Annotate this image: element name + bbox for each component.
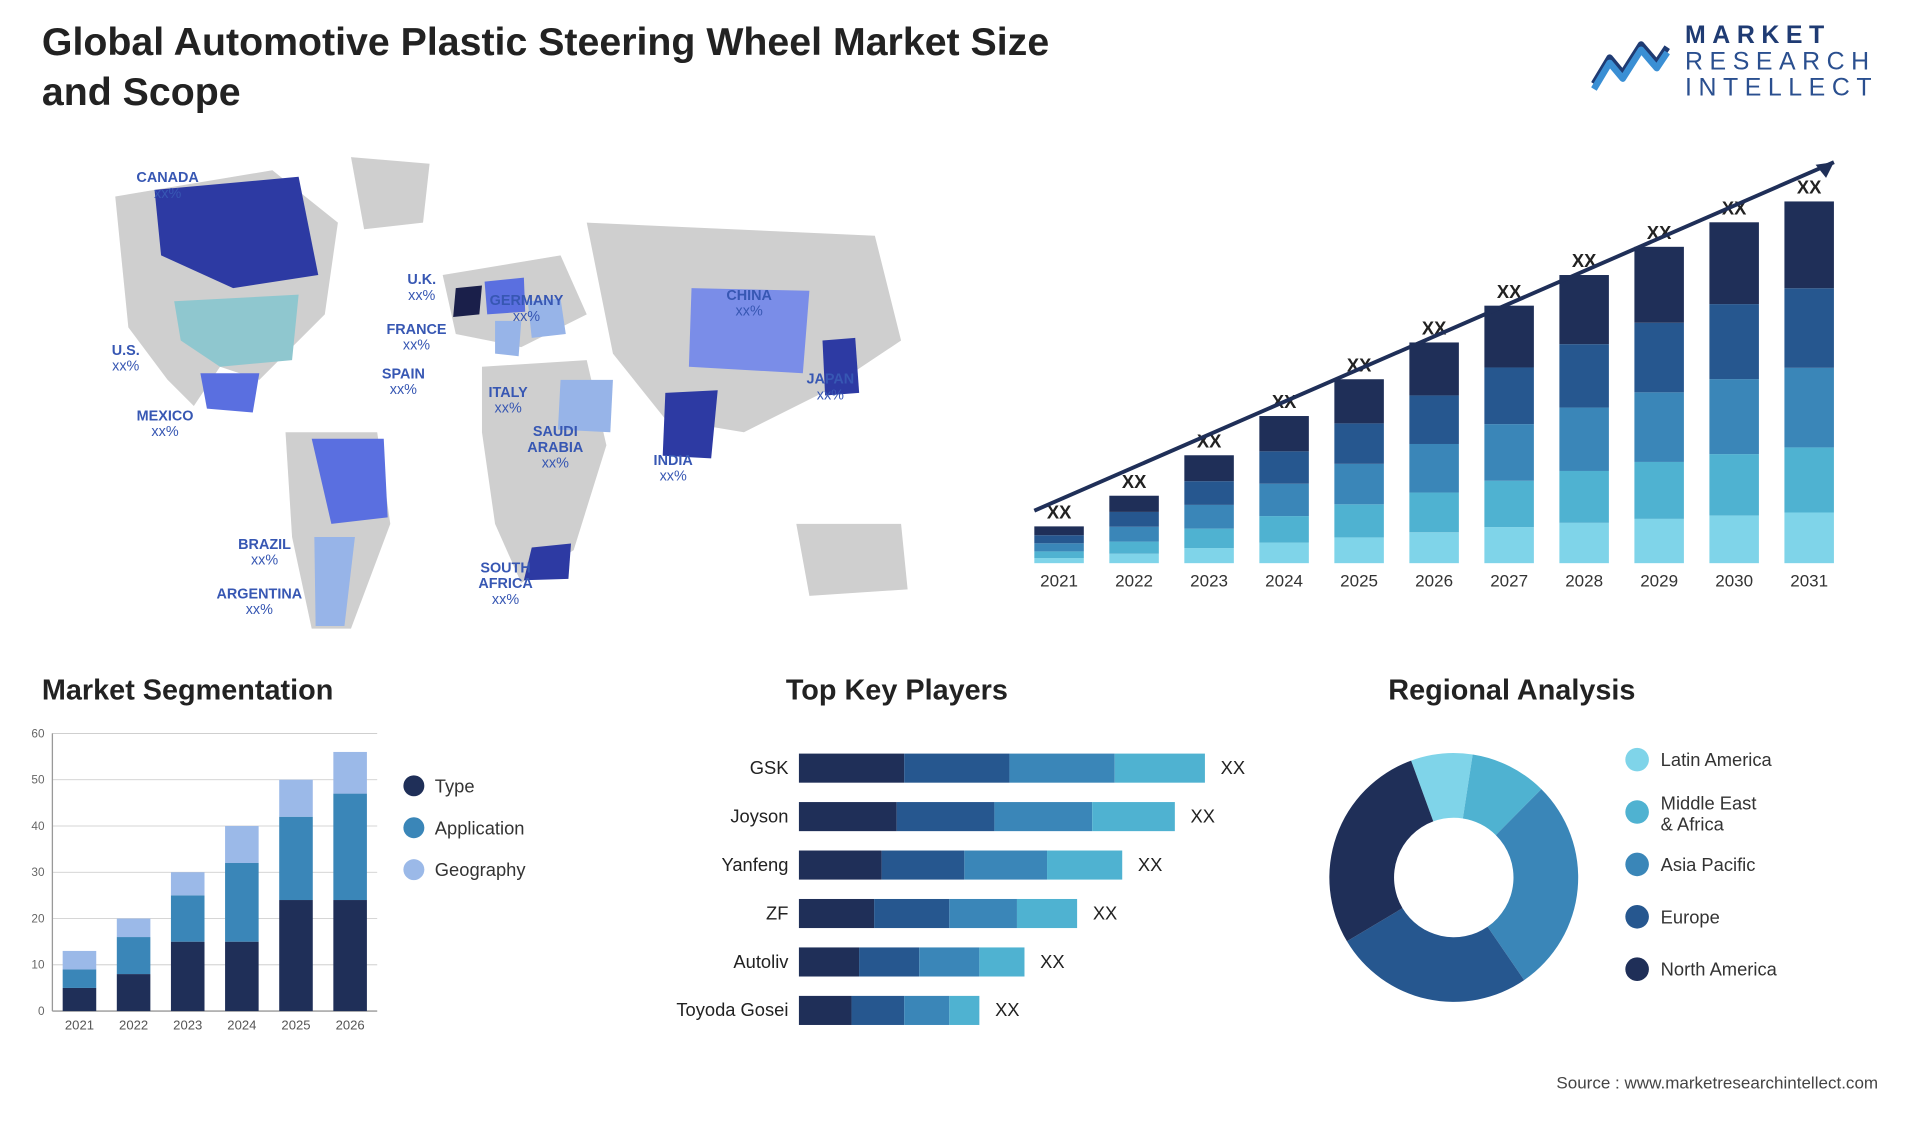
page-root: Global Automotive Plastic Steering Wheel… (0, 0, 1920, 1098)
map-label: ARGENTINAxx% (207, 587, 312, 619)
svg-text:2030: 2030 (1715, 572, 1753, 591)
svg-text:2022: 2022 (1115, 572, 1153, 591)
segmentation-panel: 0 10 20 30 40 50 60 2021 2022 2023 2024 2025 2026 Typ… (10, 720, 586, 1047)
svg-text:XX: XX (1221, 757, 1245, 778)
svg-text:50: 50 (31, 774, 45, 787)
logo-text: MARKET RESEARCH INTELLECT (1685, 24, 1878, 102)
svg-text:XX: XX (1093, 902, 1117, 923)
svg-text:Middle East: Middle East (1661, 792, 1757, 813)
map-label: SAUDIARABIAxx% (503, 424, 608, 472)
svg-text:2026: 2026 (1415, 572, 1453, 591)
map-label: BRAZILxx% (212, 537, 317, 569)
brand-logo: MARKET RESEARCH INTELLECT (1591, 24, 1878, 102)
map-label: SOUTHAFRICAxx% (453, 561, 558, 609)
segmentation-title: Market Segmentation (42, 673, 333, 707)
map-label: CANADAxx% (115, 170, 220, 202)
svg-text:40: 40 (31, 820, 45, 833)
regional-svg: Latin America Middle East& Africa Asia Pac… (1310, 720, 1912, 1034)
regional-panel: Latin America Middle East& Africa Asia Pac… (1310, 720, 1912, 1034)
map-label: ITALYxx% (456, 385, 561, 417)
page-title: Global Automotive Plastic Steering Wheel… (42, 18, 1064, 116)
svg-text:ZF: ZF (766, 902, 788, 923)
svg-text:Joyson: Joyson (730, 805, 788, 826)
svg-text:2025: 2025 (281, 1017, 310, 1032)
svg-text:Europe: Europe (1661, 906, 1720, 927)
svg-text:Autoliv: Autoliv (733, 951, 789, 972)
svg-text:2025: 2025 (1340, 572, 1378, 591)
svg-text:Asia Pacific: Asia Pacific (1661, 854, 1756, 875)
logo-line3: INTELLECT (1685, 76, 1878, 102)
keyplayers-title: Top Key Players (786, 673, 1008, 707)
regional-title: Regional Analysis (1388, 673, 1635, 707)
svg-text:30: 30 (31, 866, 45, 879)
map-label: U.S.xx% (73, 343, 178, 375)
svg-text:2028: 2028 (1565, 572, 1603, 591)
svg-text:XX: XX (1122, 471, 1147, 492)
keyplayers-svg: GSK XX Joyson XX Yanfeng XX ZF XX Autoliv XX Toyod… (655, 733, 1284, 1034)
map-label: JAPANxx% (778, 372, 883, 404)
svg-text:2023: 2023 (1190, 572, 1228, 591)
svg-text:North America: North America (1661, 959, 1778, 980)
svg-text:2022: 2022 (119, 1017, 148, 1032)
svg-text:Type: Type (435, 775, 475, 796)
svg-text:2026: 2026 (336, 1017, 365, 1032)
svg-text:2031: 2031 (1790, 572, 1828, 591)
svg-text:2029: 2029 (1640, 572, 1678, 591)
svg-text:20: 20 (31, 912, 45, 925)
logo-line2: RESEARCH (1685, 50, 1878, 76)
main-bar-chart: XX2021XX2022XX2023XX2024XX2025XX2026XX20… (995, 144, 1859, 615)
svg-text:2023: 2023 (173, 1017, 202, 1032)
svg-text:2021: 2021 (1040, 572, 1078, 591)
svg-text:XX: XX (1138, 854, 1162, 875)
svg-text:XX: XX (1797, 177, 1822, 198)
svg-text:& Africa: & Africa (1661, 813, 1725, 834)
svg-text:Toyoda Gosei: Toyoda Gosei (676, 999, 788, 1020)
svg-text:GSK: GSK (750, 757, 789, 778)
svg-text:Application: Application (435, 817, 525, 838)
svg-text:2024: 2024 (227, 1017, 256, 1032)
logo-mark-icon (1591, 31, 1670, 94)
world-map-panel: CANADAxx% U.S.xx% MEXICOxx% BRAZILxx% ARGENT… (37, 131, 954, 655)
svg-text:2027: 2027 (1490, 572, 1528, 591)
svg-text:Latin America: Latin America (1661, 749, 1773, 770)
svg-text:XX: XX (1191, 805, 1215, 826)
logo-line1: MARKET (1685, 24, 1878, 50)
main-bar-svg: XX2021XX2022XX2023XX2024XX2025XX2026XX20… (995, 144, 1859, 615)
source-attribution: Source : www.marketresearchintellect.com (1556, 1073, 1878, 1093)
map-label: U.K.xx% (369, 272, 474, 304)
svg-text:Geography: Geography (435, 859, 527, 880)
svg-text:2024: 2024 (1265, 572, 1303, 591)
svg-text:10: 10 (31, 959, 45, 972)
map-label: FRANCExx% (364, 322, 469, 354)
svg-text:2021: 2021 (65, 1017, 94, 1032)
svg-text:60: 60 (31, 727, 45, 740)
map-label: SPAINxx% (351, 367, 456, 399)
map-label: CHINAxx% (697, 288, 802, 320)
svg-text:0: 0 (38, 1005, 45, 1018)
svg-text:XX: XX (1040, 951, 1064, 972)
keyplayers-panel: GSK XX Joyson XX Yanfeng XX ZF XX Autoliv XX Toyod… (655, 733, 1284, 1034)
map-label: GERMANYxx% (474, 293, 579, 325)
map-label: MEXICOxx% (113, 409, 218, 441)
svg-text:XX: XX (995, 999, 1019, 1020)
map-label: INDIAxx% (621, 453, 726, 485)
segmentation-svg: 0 10 20 30 40 50 60 2021 2022 2023 2024 2025 2026 Typ… (10, 720, 586, 1047)
svg-text:Yanfeng: Yanfeng (722, 854, 789, 875)
